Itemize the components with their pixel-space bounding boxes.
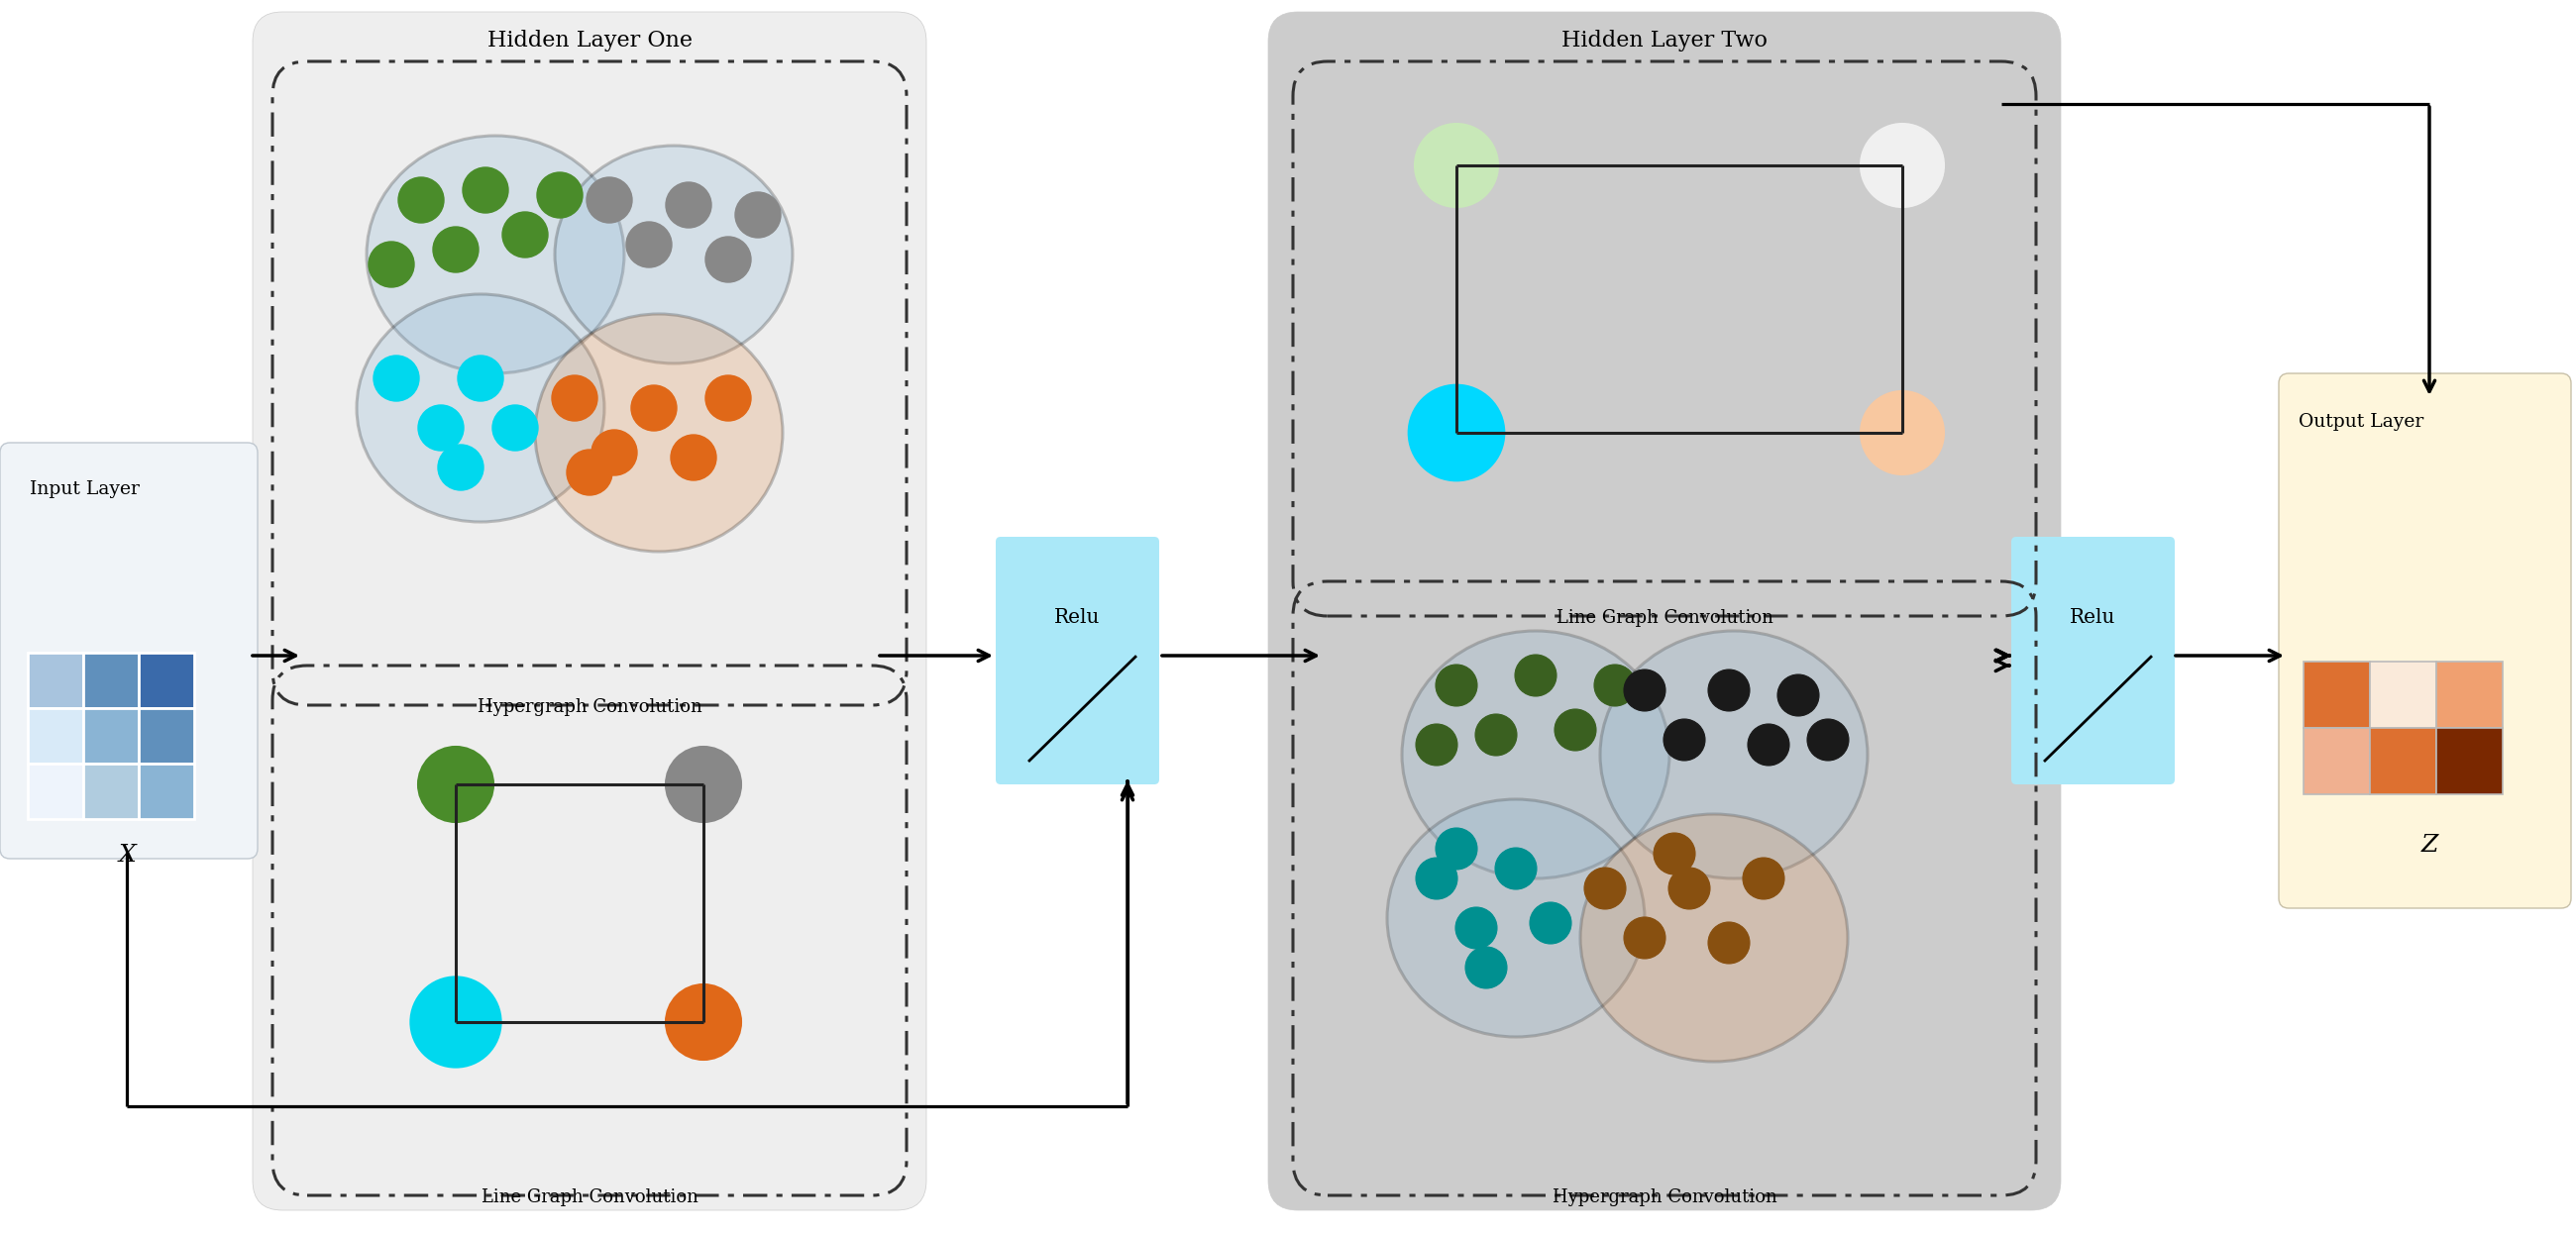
Bar	[28, 708, 82, 763]
Circle shape	[1553, 709, 1597, 751]
Circle shape	[1435, 827, 1476, 869]
Circle shape	[1669, 867, 1710, 909]
Circle shape	[1654, 832, 1695, 874]
Circle shape	[502, 212, 549, 258]
Circle shape	[1417, 857, 1458, 899]
Circle shape	[536, 173, 582, 217]
Circle shape	[1435, 664, 1476, 706]
Bar	[82, 763, 139, 819]
Circle shape	[706, 375, 752, 421]
FancyBboxPatch shape	[997, 537, 1159, 784]
Text: Hypergraph Convolution: Hypergraph Convolution	[1553, 1188, 1777, 1207]
Text: Hidden Layer One: Hidden Layer One	[487, 30, 693, 52]
Circle shape	[631, 385, 677, 431]
Text: X: X	[118, 844, 137, 867]
Circle shape	[1860, 391, 1945, 474]
FancyBboxPatch shape	[0, 442, 258, 858]
Circle shape	[670, 435, 716, 480]
Circle shape	[567, 450, 613, 495]
Circle shape	[368, 242, 415, 288]
Circle shape	[665, 183, 711, 227]
Circle shape	[592, 430, 636, 475]
Circle shape	[706, 237, 752, 283]
Circle shape	[1455, 908, 1497, 948]
Circle shape	[1708, 923, 1749, 963]
Ellipse shape	[366, 136, 623, 373]
Circle shape	[1417, 724, 1458, 766]
Circle shape	[1623, 918, 1667, 958]
Text: Output Layer: Output Layer	[2298, 412, 2424, 431]
Circle shape	[665, 747, 742, 823]
FancyBboxPatch shape	[2012, 537, 2174, 784]
Circle shape	[1584, 867, 1625, 909]
Circle shape	[492, 405, 538, 451]
Bar	[28, 652, 82, 708]
Circle shape	[433, 227, 479, 273]
Ellipse shape	[536, 314, 783, 552]
Circle shape	[417, 405, 464, 451]
Circle shape	[626, 222, 672, 268]
Bar	[139, 652, 193, 708]
Circle shape	[459, 356, 502, 401]
Bar	[28, 763, 82, 819]
Circle shape	[417, 747, 495, 823]
Circle shape	[1466, 947, 1507, 988]
Circle shape	[1860, 124, 1945, 207]
Circle shape	[1744, 857, 1785, 899]
Circle shape	[1476, 714, 1517, 756]
Ellipse shape	[1579, 814, 1847, 1062]
Text: Input Layer: Input Layer	[31, 480, 139, 498]
Bar	[2370, 727, 2437, 794]
Ellipse shape	[355, 294, 605, 522]
Bar	[2303, 727, 2370, 794]
Ellipse shape	[554, 146, 793, 363]
Text: Line Graph Convolution: Line Graph Convolution	[1556, 609, 1772, 627]
Bar	[2437, 662, 2504, 727]
Bar	[2303, 662, 2370, 727]
Circle shape	[1515, 655, 1556, 697]
Text: Relu: Relu	[1054, 609, 1100, 627]
Text: Line Graph Convolution: Line Graph Convolution	[482, 1188, 698, 1207]
Circle shape	[1623, 669, 1667, 711]
Bar	[2370, 662, 2437, 727]
Circle shape	[587, 178, 631, 222]
Text: Relu: Relu	[2071, 609, 2115, 627]
Bar	[82, 652, 139, 708]
Bar	[139, 763, 193, 819]
Circle shape	[1664, 719, 1705, 761]
Text: Hidden Layer Two: Hidden Layer Two	[1561, 30, 1767, 52]
Circle shape	[734, 193, 781, 237]
Circle shape	[1777, 674, 1819, 716]
Circle shape	[438, 445, 484, 490]
Bar	[82, 708, 139, 763]
Circle shape	[464, 168, 507, 212]
Ellipse shape	[1386, 799, 1643, 1037]
Bar	[2437, 727, 2504, 794]
Circle shape	[399, 178, 443, 222]
Bar	[139, 708, 193, 763]
FancyBboxPatch shape	[2280, 373, 2571, 908]
Circle shape	[1414, 124, 1499, 207]
Circle shape	[1595, 664, 1636, 706]
Circle shape	[1494, 847, 1538, 889]
Circle shape	[665, 984, 742, 1060]
Ellipse shape	[1600, 631, 1868, 878]
Circle shape	[1747, 724, 1790, 766]
Circle shape	[1409, 385, 1504, 480]
Circle shape	[551, 375, 598, 421]
Circle shape	[410, 977, 500, 1067]
Circle shape	[1708, 669, 1749, 711]
FancyBboxPatch shape	[252, 12, 927, 1210]
Text: Hypergraph Convolution: Hypergraph Convolution	[477, 698, 701, 716]
Ellipse shape	[1401, 631, 1669, 878]
Circle shape	[1808, 719, 1850, 761]
Circle shape	[374, 356, 420, 401]
FancyBboxPatch shape	[1267, 12, 2061, 1210]
Circle shape	[1530, 903, 1571, 944]
Text: Z: Z	[2421, 834, 2437, 857]
